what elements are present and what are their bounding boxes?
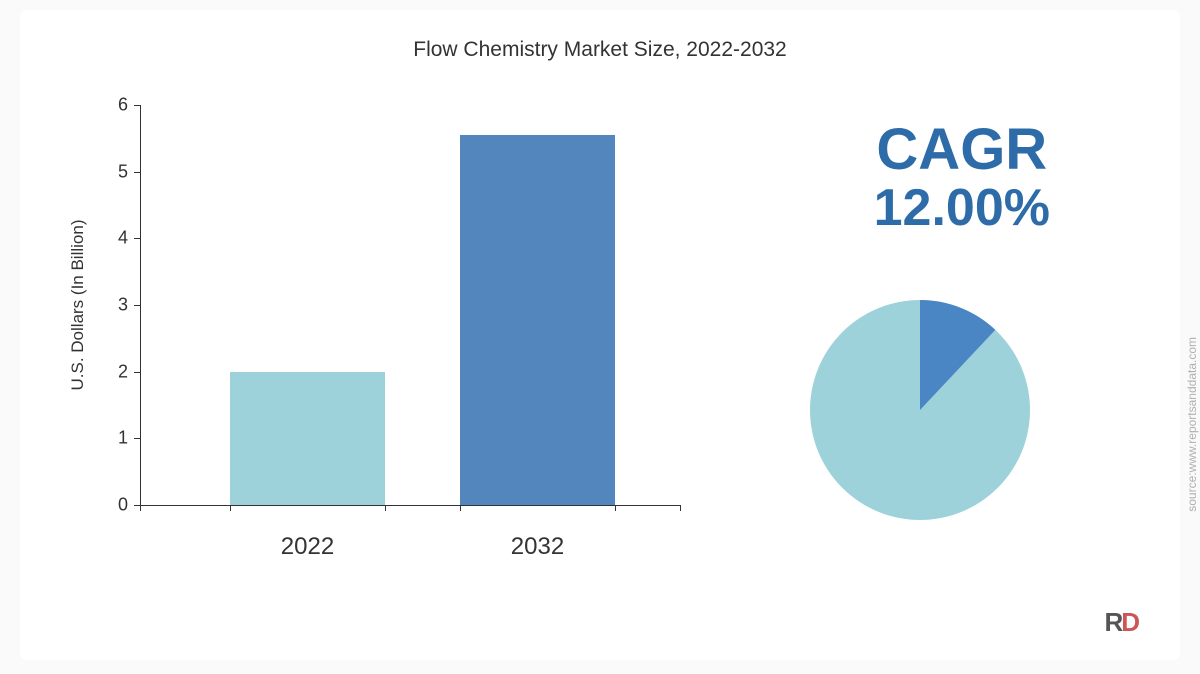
- x-tick: [680, 505, 681, 511]
- brand-logo: RD: [1104, 607, 1138, 638]
- x-tick: [385, 505, 386, 511]
- x-axis-line: [140, 505, 680, 506]
- x-tick: [230, 505, 231, 511]
- logo-d: D: [1121, 607, 1138, 637]
- logo-r: R: [1104, 607, 1121, 637]
- y-tick-label: 5: [118, 161, 128, 182]
- y-tick-label: 4: [118, 228, 128, 249]
- cagr-pie-chart: [810, 300, 1030, 520]
- y-tick: [134, 238, 140, 239]
- bar-chart: 012345620222032: [140, 105, 680, 505]
- chart-card: Flow Chemistry Market Size, 2022-2032 U.…: [20, 10, 1180, 660]
- source-attribution: source:www.reportsanddata.com: [1185, 337, 1199, 512]
- x-tick: [460, 505, 461, 511]
- x-tick: [615, 505, 616, 511]
- x-category-label: 2022: [281, 533, 334, 561]
- y-tick-label: 6: [118, 95, 128, 116]
- y-tick-label: 3: [118, 295, 128, 316]
- bar-2032: [460, 135, 615, 505]
- chart-title: Flow Chemistry Market Size, 2022-2032: [20, 38, 1180, 62]
- y-axis-line: [140, 105, 141, 505]
- y-tick: [134, 372, 140, 373]
- cagr-callout: CAGR 12.00%: [874, 120, 1050, 235]
- cagr-value: 12.00%: [874, 181, 1050, 236]
- y-tick: [134, 438, 140, 439]
- y-tick: [134, 305, 140, 306]
- y-tick: [134, 172, 140, 173]
- y-tick: [134, 105, 140, 106]
- x-category-label: 2032: [511, 533, 564, 561]
- cagr-label: CAGR: [874, 120, 1050, 181]
- x-tick: [140, 505, 141, 511]
- y-tick-label: 2: [118, 361, 128, 382]
- y-axis-label: U.S. Dollars (In Billion): [68, 220, 88, 391]
- y-tick-label: 1: [118, 428, 128, 449]
- y-tick-label: 0: [118, 495, 128, 516]
- bar-2022: [230, 372, 385, 505]
